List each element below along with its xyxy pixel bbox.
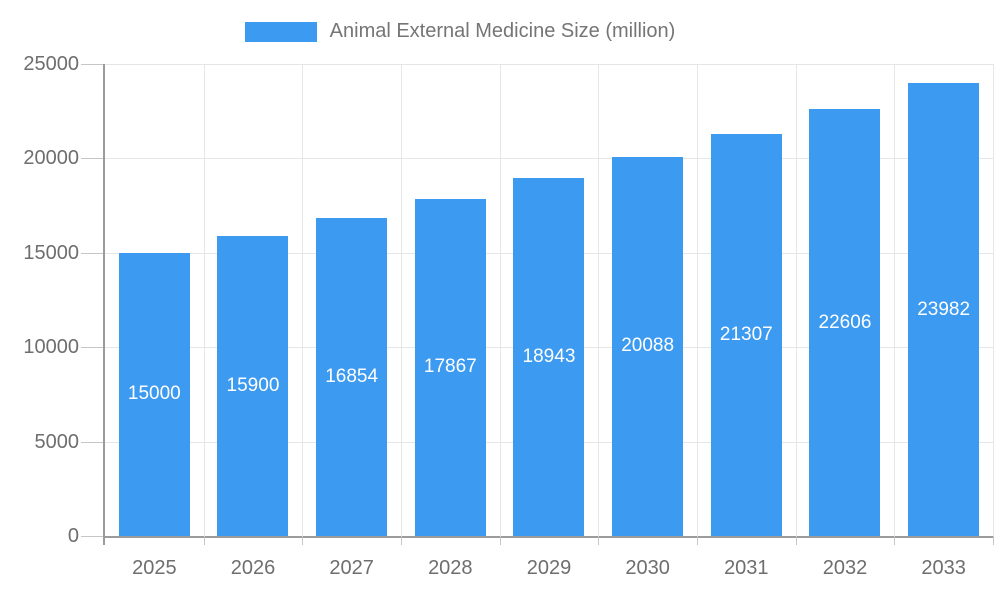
x-tick-label: 2029 (526, 557, 572, 579)
bar-value-label: 18943 (522, 346, 576, 368)
y-axis-extension (103, 536, 105, 545)
x-axis-tick (598, 536, 600, 545)
v-gridline (400, 64, 402, 536)
bar-value-label: 22606 (818, 311, 872, 333)
legend-item[interactable]: Animal External Medicine Size (million) (244, 20, 676, 43)
v-gridline (696, 64, 698, 536)
v-gridline (894, 64, 896, 536)
v-gridline (499, 64, 501, 536)
x-axis-tick (795, 536, 797, 545)
v-gridline (203, 64, 205, 536)
y-axis-tick (81, 158, 103, 160)
bar-2026[interactable]: 15900 (217, 235, 289, 536)
y-axis-tick (81, 252, 103, 254)
bar-value-label: 15000 (127, 383, 181, 405)
x-tick-label: 2030 (625, 557, 670, 579)
x-tick-label: 2031 (724, 557, 769, 579)
x-tick-label: 2025 (132, 557, 177, 579)
h-gridline (105, 64, 993, 65)
legend-swatch (244, 21, 317, 42)
v-gridline (795, 64, 797, 536)
x-tick-label: 2033 (921, 557, 966, 579)
v-gridline (598, 64, 600, 536)
x-axis-tick (302, 536, 304, 545)
category-slot: 15000 (105, 64, 204, 536)
y-axis-tick (81, 347, 103, 349)
x-axis-tick (696, 536, 698, 545)
bar-2032[interactable]: 22606 (809, 109, 881, 536)
bar-value-label: 15900 (226, 374, 280, 396)
bar-value-label: 17867 (423, 356, 477, 378)
bar-value-label: 21307 (719, 323, 773, 345)
y-tick-label: 0 (67, 525, 79, 547)
category-slot: 16854 (302, 64, 401, 536)
category-slot: 18943 (500, 64, 599, 536)
x-axis-tick (400, 536, 402, 545)
legend: Animal External Medicine Size (million) (0, 20, 920, 43)
y-axis-tick (81, 536, 103, 537)
x-axis-tick (894, 536, 896, 545)
category-slot: 17867 (401, 64, 500, 536)
h-gridline (105, 158, 993, 160)
bar-2033[interactable]: 23982 (908, 83, 980, 536)
bar-2025[interactable]: 15000 (118, 252, 190, 536)
category-slot: 21307 (697, 64, 796, 536)
bar-2027[interactable]: 16854 (316, 217, 388, 536)
x-tick-label: 2032 (822, 557, 868, 579)
y-tick-label: 20000 (23, 147, 79, 170)
y-tick-label: 10000 (23, 336, 79, 359)
x-axis-labels: 2025 2026 2027 2028 2029 2030 2031 2032 2033 (105, 556, 993, 584)
category-slot: 23982 (894, 64, 993, 536)
y-tick-label: 15000 (23, 241, 79, 264)
category-slot: 20088 (598, 64, 697, 536)
v-gridline (302, 64, 304, 536)
y-tick-label: 5000 (34, 430, 80, 453)
x-tick-label: 2026 (230, 557, 276, 579)
y-axis-tick (81, 441, 103, 443)
x-axis-tick (993, 536, 994, 545)
bar-2030[interactable]: 20088 (612, 156, 684, 536)
bar-value-label: 20088 (621, 335, 675, 357)
y-axis-labels: 0 5000 10000 15000 20000 25000 (0, 0, 103, 600)
bar-value-label: 16854 (325, 365, 379, 387)
x-axis-tick (499, 536, 501, 545)
bar-2029[interactable]: 18943 (513, 178, 585, 536)
category-slot: 22606 (796, 64, 895, 536)
bar-2028[interactable]: 17867 (414, 198, 486, 536)
plot-area: 15000 15900 16854 17867 18943 20088 21307 22606… (103, 64, 994, 545)
x-tick-label: 2028 (428, 557, 473, 579)
y-axis-tick (81, 64, 103, 65)
bar-value-label: 23982 (917, 298, 971, 320)
category-slot: 15900 (204, 64, 303, 536)
legend-label: Animal External Medicine Size (million) (329, 20, 676, 42)
x-axis-tick (203, 536, 205, 545)
bar-2031[interactable]: 21307 (710, 133, 782, 536)
x-tick-label: 2027 (329, 557, 374, 579)
y-tick-label: 25000 (23, 53, 79, 75)
